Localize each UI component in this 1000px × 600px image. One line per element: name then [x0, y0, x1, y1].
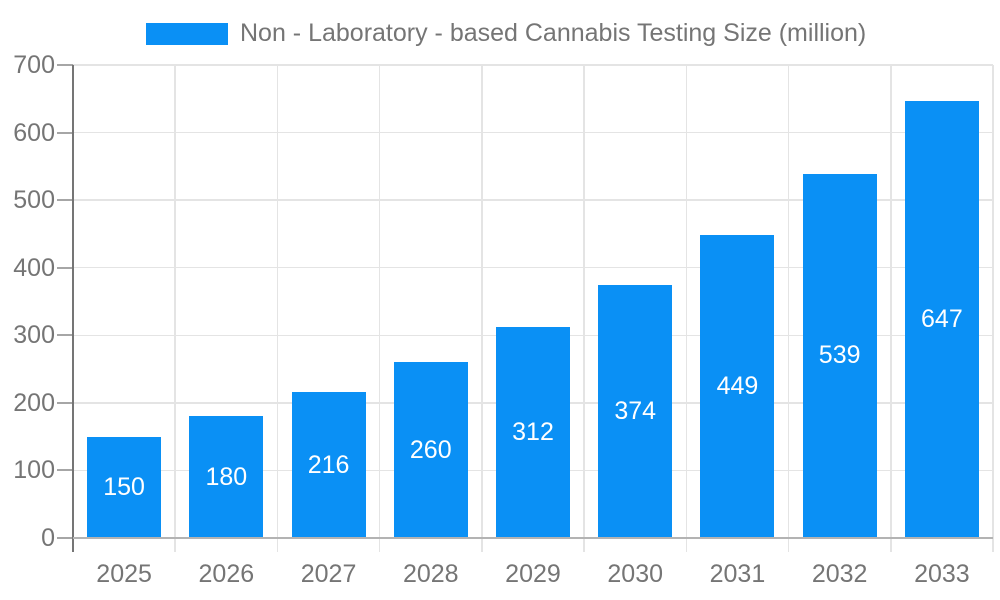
bar-value-label: 647	[921, 304, 963, 333]
y-tick	[57, 199, 73, 202]
x-gridline	[481, 65, 483, 552]
bar-value-label: 216	[307, 450, 350, 479]
y-tick	[57, 266, 73, 269]
y-tick-label: 300	[13, 321, 55, 350]
x-tick-label: 2027	[300, 560, 357, 588]
y-tick	[57, 469, 73, 472]
legend-swatch	[146, 22, 228, 45]
y-tick-label: 0	[41, 524, 55, 552]
x-tick-label: 2028	[402, 560, 459, 588]
x-tick-label: 2029	[505, 560, 561, 588]
bar: 150	[87, 436, 162, 538]
y-gridline	[73, 131, 993, 134]
bar-value-label: 180	[205, 462, 248, 491]
y-tick-label: 500	[13, 186, 55, 215]
x-gridline	[583, 65, 585, 552]
bar: 180	[189, 416, 264, 538]
bar: 539	[802, 173, 877, 538]
y-tick-label: 400	[13, 253, 55, 282]
x-gridline	[378, 65, 381, 552]
x-gridline	[992, 65, 994, 552]
x-tick-label: 2026	[198, 560, 255, 588]
y-tick-label: 600	[13, 118, 55, 147]
bar-value-label: 312	[512, 418, 554, 447]
x-baseline	[73, 537, 993, 539]
bar: 216	[291, 392, 366, 538]
bar: 449	[700, 234, 775, 538]
bar: 260	[393, 362, 468, 538]
x-tick-label: 2031	[709, 560, 766, 588]
bar-value-label: 449	[716, 371, 759, 400]
y-axis-line	[72, 65, 74, 552]
bar-value-label: 260	[409, 435, 452, 464]
x-tick-label: 2030	[607, 560, 664, 588]
x-tick-label: 2032	[811, 560, 868, 588]
bar-value-label: 374	[614, 397, 657, 426]
x-tick-label: 2033	[914, 560, 970, 588]
y-tick	[57, 131, 73, 134]
legend-title: Non - Laboratory - based Cannabis Testin…	[240, 19, 867, 47]
bar: 374	[598, 285, 673, 538]
x-tick-label: 2025	[96, 560, 152, 588]
x-gridline	[787, 65, 790, 552]
legend: Non - Laboratory - based Cannabis Testin…	[146, 21, 866, 46]
y-tick	[57, 537, 73, 539]
x-gridline	[276, 65, 279, 552]
bar: 647	[904, 100, 979, 538]
y-gridline	[73, 64, 993, 66]
y-tick	[57, 334, 73, 337]
x-gridline	[890, 65, 892, 552]
y-tick-label: 200	[13, 388, 55, 417]
y-tick-label: 700	[13, 51, 55, 79]
bar: 312	[496, 327, 570, 538]
bar-value-label: 150	[103, 472, 145, 501]
x-gridline	[174, 65, 176, 552]
y-tick-label: 100	[13, 456, 55, 485]
bar-value-label: 539	[818, 341, 861, 370]
y-gridline	[73, 266, 993, 269]
x-gridline	[685, 65, 688, 552]
y-tick	[57, 64, 73, 66]
y-gridline	[73, 199, 993, 201]
y-tick	[57, 401, 73, 404]
